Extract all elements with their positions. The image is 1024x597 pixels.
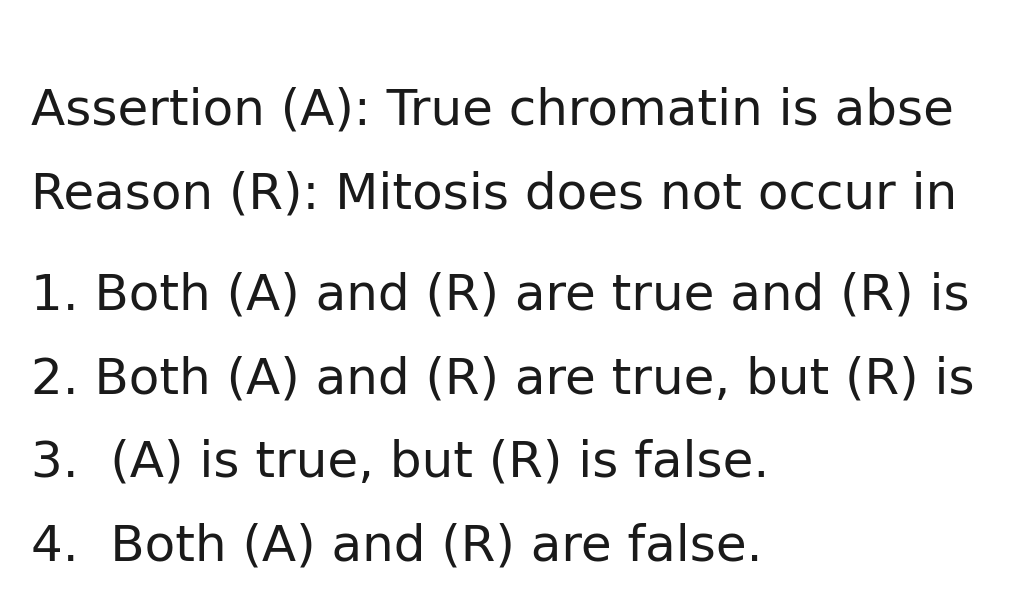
Text: 4.  Both (A) and (R) are false.: 4. Both (A) and (R) are false. — [31, 522, 762, 570]
Text: Assertion (A): True chromatin is abse: Assertion (A): True chromatin is abse — [31, 87, 953, 134]
Text: 3.  (A) is true, but (R) is false.: 3. (A) is true, but (R) is false. — [31, 439, 769, 487]
Text: Reason (R): Mitosis does not occur in: Reason (R): Mitosis does not occur in — [31, 170, 957, 218]
Text: 1. Both (A) and (R) are true and (R) is: 1. Both (A) and (R) are true and (R) is — [31, 272, 970, 319]
Text: 2. Both (A) and (R) are true, but (R) is: 2. Both (A) and (R) are true, but (R) is — [31, 355, 975, 403]
